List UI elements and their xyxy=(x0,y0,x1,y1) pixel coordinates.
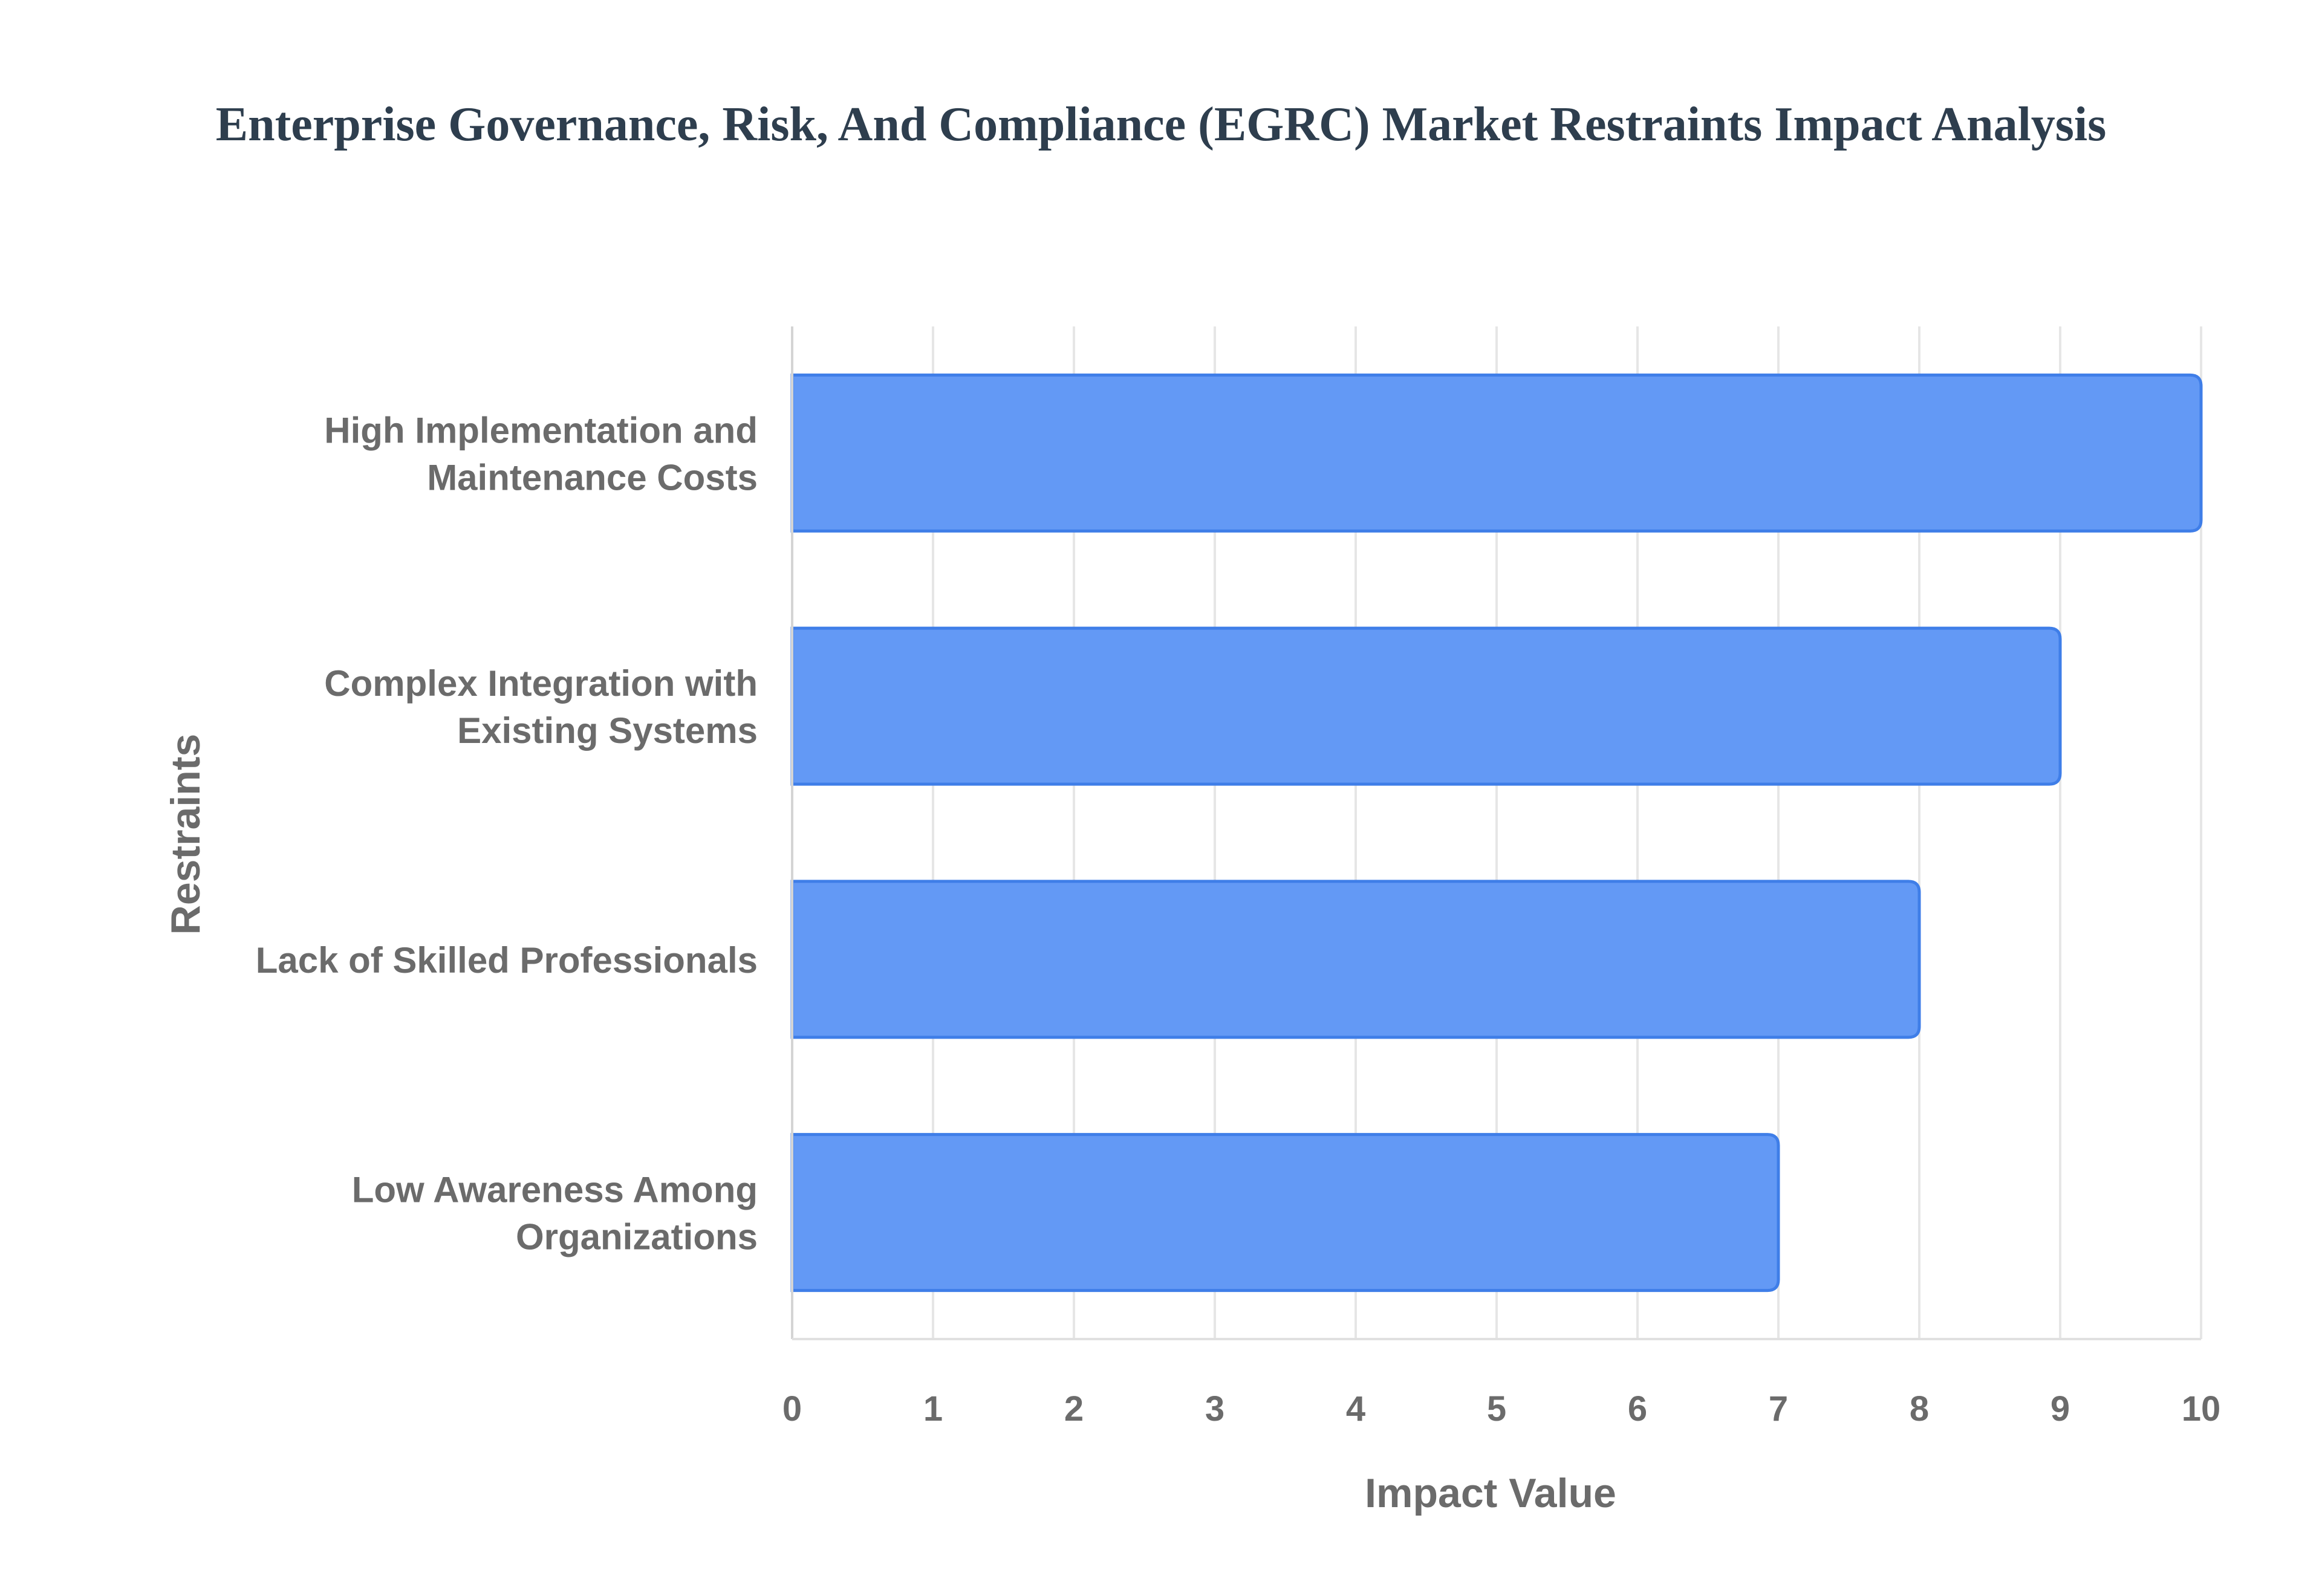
x-tick-label: 7 xyxy=(1769,1389,1788,1429)
chart-title: Enterprise Governance, Risk, And Complia… xyxy=(216,98,2107,151)
category-labels: High Implementation and Maintenance Costs… xyxy=(256,410,758,1257)
bar-3 xyxy=(790,880,1921,1039)
category-label: Low Awareness Among xyxy=(352,1170,758,1210)
x-tick-label: 1 xyxy=(923,1389,943,1429)
x-tick-label: 3 xyxy=(1205,1389,1224,1429)
category-label: Maintenance Costs xyxy=(427,457,758,498)
category-label: Complex Integration with xyxy=(324,663,758,704)
x-tick-labels: 0 1 2 3 4 5 6 7 8 9 10 xyxy=(782,1389,2220,1429)
x-tick-label: 0 xyxy=(782,1389,802,1429)
x-tick-label: 2 xyxy=(1064,1389,1084,1429)
x-tick-label: 9 xyxy=(2050,1389,2070,1429)
category-label: Organizations xyxy=(516,1217,758,1257)
x-tick-label: 8 xyxy=(1910,1389,1929,1429)
x-tick-label: 4 xyxy=(1346,1389,1365,1429)
axes xyxy=(791,326,2201,1340)
bar-4 xyxy=(790,1133,1780,1293)
category-label: High Implementation and xyxy=(324,410,758,450)
y-axis-title: Restraints xyxy=(163,734,209,935)
bars xyxy=(790,373,2203,1293)
x-axis-title: Impact Value xyxy=(1365,1470,1616,1516)
x-tick-label: 6 xyxy=(1628,1389,1647,1429)
x-tick-label: 5 xyxy=(1487,1389,1506,1429)
category-label: Existing Systems xyxy=(457,710,758,751)
category-label: Lack of Skilled Professionals xyxy=(256,940,758,981)
bar-1 xyxy=(790,373,2203,533)
x-tick-label: 10 xyxy=(2182,1389,2221,1429)
bar-2 xyxy=(790,626,2062,786)
